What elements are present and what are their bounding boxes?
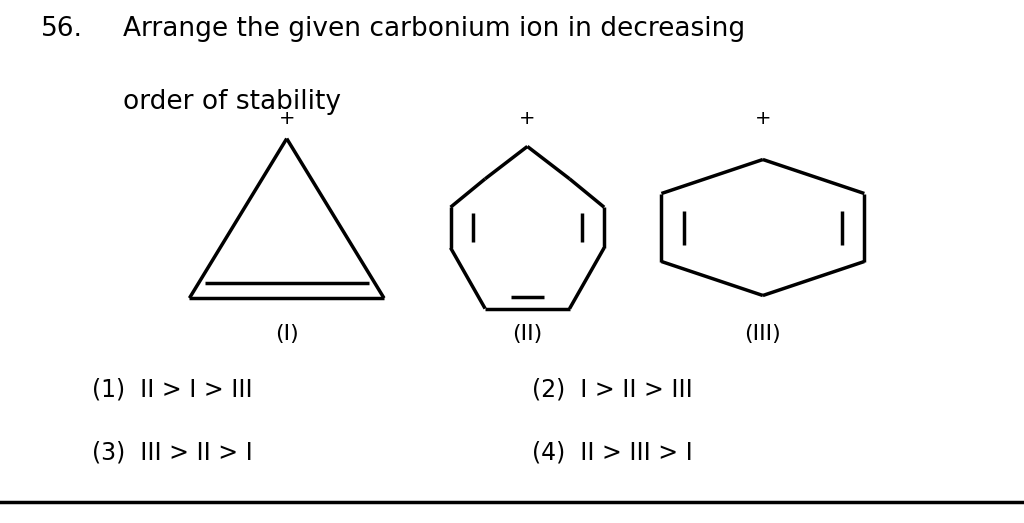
Text: +: + bbox=[519, 109, 536, 128]
Text: (1)  II > I > III: (1) II > I > III bbox=[92, 378, 253, 402]
Text: (3)  III > II > I: (3) III > II > I bbox=[92, 440, 253, 464]
Text: (III): (III) bbox=[744, 324, 781, 344]
Text: (2)  I > II > III: (2) I > II > III bbox=[532, 378, 693, 402]
Text: (4)  II > III > I: (4) II > III > I bbox=[532, 440, 693, 464]
Text: (II): (II) bbox=[512, 324, 543, 344]
Text: 56.: 56. bbox=[41, 16, 83, 42]
Text: +: + bbox=[755, 109, 771, 128]
Text: (I): (I) bbox=[274, 324, 299, 344]
Text: order of stability: order of stability bbox=[123, 89, 341, 115]
Text: +: + bbox=[279, 109, 295, 128]
Text: Arrange the given carbonium ion in decreasing: Arrange the given carbonium ion in decre… bbox=[123, 16, 745, 42]
